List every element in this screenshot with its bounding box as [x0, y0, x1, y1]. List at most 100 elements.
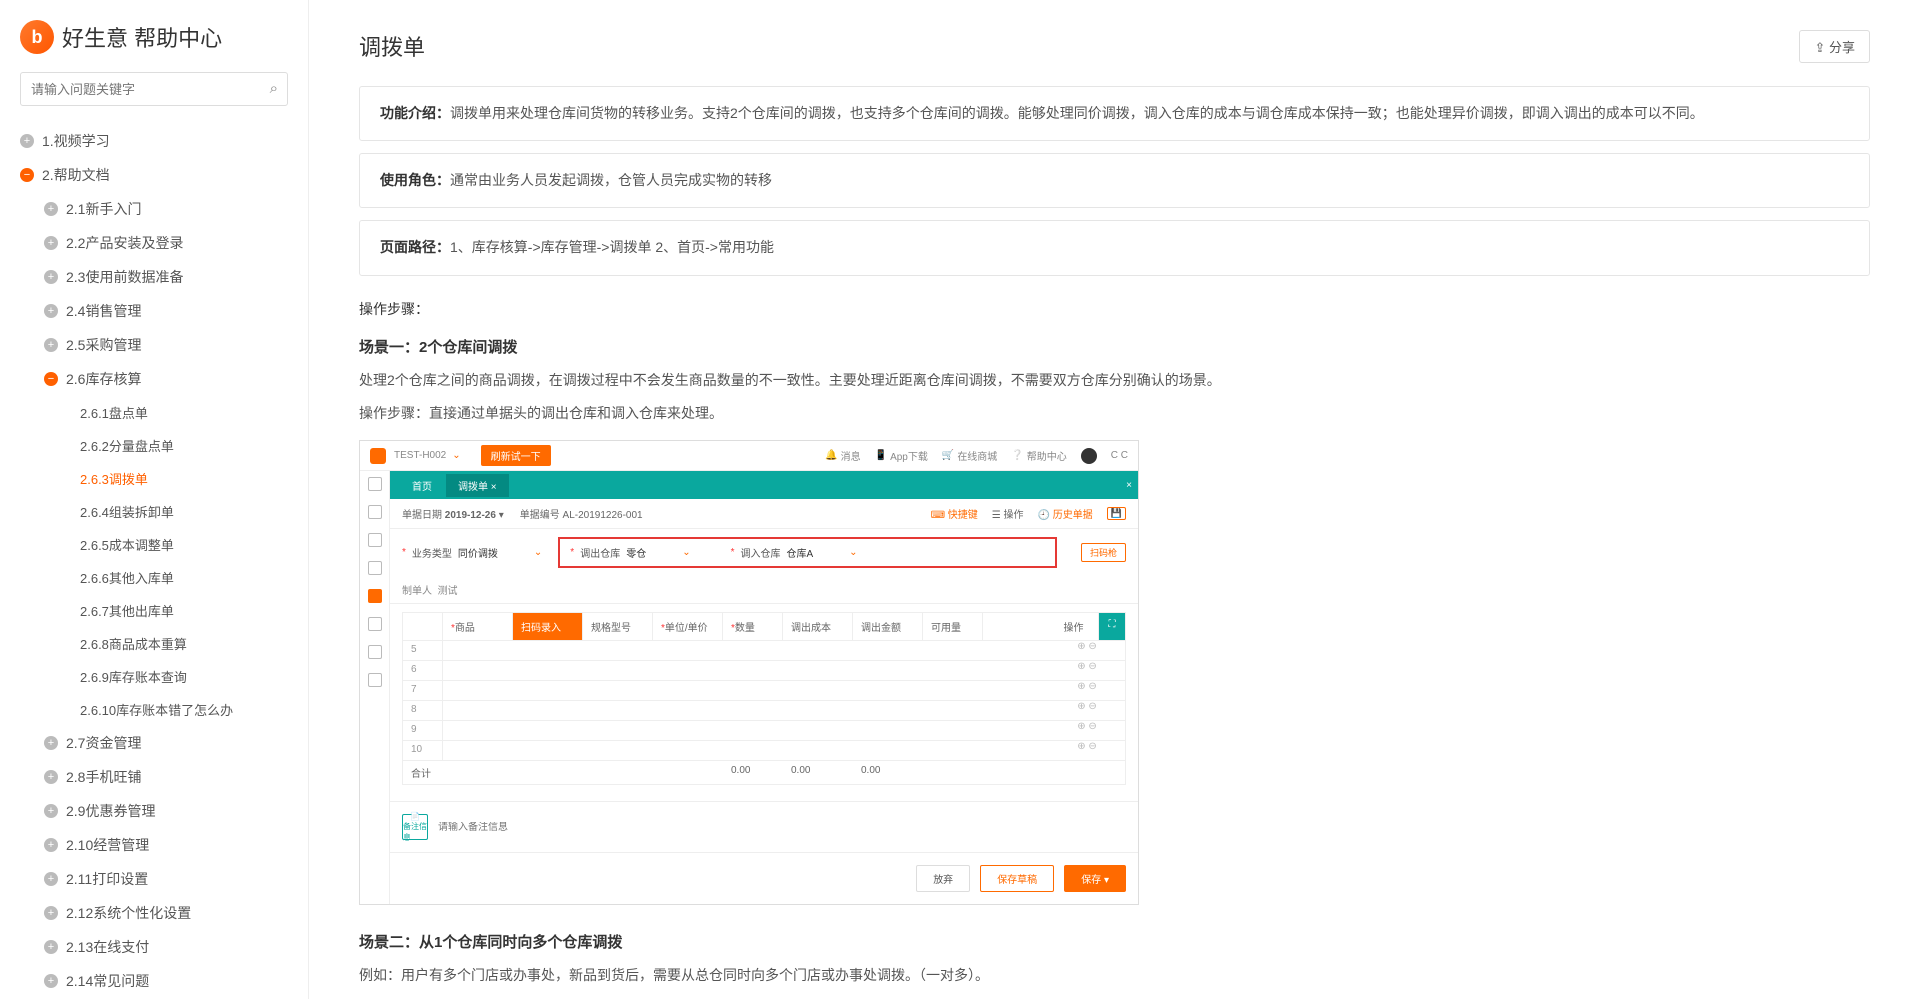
role-label: 使用角色： [380, 172, 450, 188]
nav-2-14[interactable]: +2.14常见问题 [20, 964, 288, 998]
rail-icon [368, 645, 382, 659]
mk-tenant: TEST-H002 [394, 450, 446, 461]
avatar-icon [1081, 448, 1097, 464]
steps-label: 操作步骤： [359, 296, 1870, 323]
mk-help: ❔ 帮助中心 [1011, 448, 1066, 463]
mk-footer: 放弃 保存草稿 保存 ▾ [390, 852, 1138, 904]
rail-icon [368, 673, 382, 687]
mk-refresh-button: 刷新试一下 [481, 445, 551, 466]
mk-maker-row: 制单人 测试 [390, 576, 1138, 604]
nav-2-6-10[interactable]: 2.6.10库存账本错了怎么办 [20, 693, 288, 726]
s2-steps: 操作步骤：将单据明细中的调入仓库设置为显示，同时将单据头的调入仓设置为非必录。 [359, 995, 1870, 999]
s1-steps: 操作步骤：直接通过单据头的调出仓库和调入仓库来处理。 [359, 400, 1870, 427]
s2-desc: 例如：用户有多个门店或办事处，新品到货后，需要从总仓同时向多个门店或办事处调拨。… [359, 962, 1870, 989]
brand-logo: b [20, 20, 54, 54]
mk-save-button: 保存 ▾ [1064, 865, 1126, 892]
scenario-1: 操作步骤： 场景一：2个仓库间调拨 处理2个仓库之间的商品调拨，在调拨过程中不会… [359, 296, 1870, 999]
role-box: 使用角色：通常由业务人员发起调拨，仓管人员完成实物的转移 [359, 153, 1870, 208]
rail-icon [368, 477, 382, 491]
mk-fields-row: *业务类型 同价调拨⌄ *调出仓库 零仓⌄ *调入仓库 仓库A⌄ 扫码枪 [390, 529, 1138, 576]
mk-thead: *商品 扫码录入 规格型号 *单位/单价 *数量 调出成本 调出金额 可用量 操… [402, 612, 1126, 641]
nav-2-1[interactable]: +2.1新手入门 [20, 192, 288, 226]
mk-note: 📄备注信息 [390, 801, 1138, 852]
path-box: 页面路径：1、库存核算->库存管理->调拨单 2、首页->常用功能 [359, 220, 1870, 275]
nav-video[interactable]: +1.视频学习 [20, 124, 288, 158]
mk-discard-button: 放弃 [916, 865, 970, 892]
nav-2-6-2[interactable]: 2.6.2分量盘点单 [20, 429, 288, 462]
nav-2-8[interactable]: +2.8手机旺铺 [20, 760, 288, 794]
close-icon: × [1126, 480, 1132, 491]
nav-2-2[interactable]: +2.2产品安装及登录 [20, 226, 288, 260]
nav-2-4[interactable]: +2.4销售管理 [20, 294, 288, 328]
nav-2-11[interactable]: +2.11打印设置 [20, 862, 288, 896]
nav-2-6-3[interactable]: 2.6.3调拨单 [20, 462, 288, 495]
nav-2-13[interactable]: +2.13在线支付 [20, 930, 288, 964]
mk-bar: 单据日期 2019-12-26 ▾ 单据编号 AL-20191226-001 ⌨… [390, 499, 1138, 529]
rail-icon-active [368, 589, 382, 603]
screenshot-mockup-1: TEST-H002 ⌄ 刷新试一下 🔔 消息 📱 App下载 🛒 在线商城 ❔ … [359, 440, 1139, 905]
nav-2-6-5[interactable]: 2.6.5成本调整单 [20, 528, 288, 561]
mk-tab-current: 调拨单 × [446, 474, 509, 497]
mk-scan-button: 扫码枪 [1081, 543, 1126, 562]
brand-title: 好生意 帮助中心 [62, 21, 222, 53]
rail-icon [368, 561, 382, 575]
search-box: ⌕ [20, 72, 288, 106]
mk-highlight-box: *调出仓库 零仓⌄ *调入仓库 仓库A⌄ [558, 537, 1057, 568]
path-text: 1、库存核算->库存管理->调拨单 2、首页->常用功能 [450, 239, 774, 255]
nav-2-6-7[interactable]: 2.6.7其他出库单 [20, 594, 288, 627]
intro-box: 功能介绍：调拨单用来处理仓库间货物的转移业务。支持2个仓库间的调拨，也支持多个仓… [359, 86, 1870, 141]
mk-topbar: TEST-H002 ⌄ 刷新试一下 🔔 消息 📱 App下载 🛒 在线商城 ❔ … [360, 441, 1138, 471]
nav-docs[interactable]: −2.帮助文档 [20, 158, 288, 192]
nav-2-6-6[interactable]: 2.6.6其他入库单 [20, 561, 288, 594]
nav-2-5[interactable]: +2.5采购管理 [20, 328, 288, 362]
role-text: 通常由业务人员发起调拨，仓管人员完成实物的转移 [450, 172, 772, 188]
mk-draft-button: 保存草稿 [980, 865, 1054, 892]
chevron-down-icon: ⌄ [452, 450, 460, 461]
mk-user: C C [1111, 450, 1128, 461]
mk-store: 🛒 在线商城 [942, 448, 997, 463]
mk-top-right: 🔔 消息 📱 App下载 🛒 在线商城 ❔ 帮助中心 C C [825, 448, 1128, 464]
nav-2-6-9[interactable]: 2.6.9库存账本查询 [20, 660, 288, 693]
sidebar: b 好生意 帮助中心 ⌕ +1.视频学习 −2.帮助文档 +2.1新手入门 +2… [0, 0, 309, 999]
nav-2-7[interactable]: +2.7资金管理 [20, 726, 288, 760]
nav-2-9[interactable]: +2.9优惠券管理 [20, 794, 288, 828]
rail-icon [368, 505, 382, 519]
brand-row: b 好生意 帮助中心 [0, 20, 308, 72]
mk-tabs: 首页 调拨单 × × [390, 471, 1138, 499]
main-content: ⇪ 分享 调拨单 功能介绍：调拨单用来处理仓库间货物的转移业务。支持2个仓库间的… [309, 0, 1920, 999]
rail-icon [368, 533, 382, 547]
nav-tree: +1.视频学习 −2.帮助文档 +2.1新手入门 +2.2产品安装及登录 +2.… [0, 124, 308, 999]
mk-history: 🕘 历史单据 [1038, 506, 1093, 521]
nav-2-6-8[interactable]: 2.6.8商品成本重算 [20, 627, 288, 660]
page-title: 调拨单 [359, 30, 1870, 62]
mk-tab-home: 首页 [400, 474, 444, 497]
intro-label: 功能介绍： [380, 105, 450, 121]
search-input[interactable] [20, 72, 288, 106]
note-icon: 📄备注信息 [402, 814, 428, 840]
mk-app: 📱 App下载 [875, 448, 928, 463]
mk-ops: ☰ 操作 [992, 506, 1024, 521]
intro-text: 调拨单用来处理仓库间货物的转移业务。支持2个仓库间的调拨，也支持多个仓库间的调拨… [450, 105, 1704, 121]
search-icon[interactable]: ⌕ [270, 80, 278, 97]
mk-quick: ⌨ 快捷键 [931, 506, 978, 521]
s1-desc: 处理2个仓库之间的商品调拨，在调拨过程中不会发生商品数量的不一致性。主要处理近距… [359, 367, 1870, 394]
nav-2-6-1[interactable]: 2.6.1盘点单 [20, 396, 288, 429]
mk-table: *商品 扫码录入 规格型号 *单位/单价 *数量 调出成本 调出金额 可用量 操… [390, 604, 1138, 793]
s1-title: 场景一：2个仓库间调拨 [359, 336, 1870, 357]
path-label: 页面路径： [380, 239, 450, 255]
mk-rail [360, 471, 390, 904]
share-button[interactable]: ⇪ 分享 [1799, 30, 1870, 63]
nav-2-10[interactable]: +2.10经营管理 [20, 828, 288, 862]
mk-logo-icon [370, 448, 386, 464]
s2-title: 场景二：从1个仓库同时向多个仓库调拨 [359, 931, 1870, 952]
mk-note-input [438, 822, 1126, 833]
mk-msg: 🔔 消息 [825, 448, 860, 463]
nav-2-12[interactable]: +2.12系统个性化设置 [20, 896, 288, 930]
nav-2-6[interactable]: −2.6库存核算 [20, 362, 288, 396]
save-icon: 💾 [1107, 507, 1126, 520]
nav-2-3[interactable]: +2.3使用前数据准备 [20, 260, 288, 294]
nav-2-6-4[interactable]: 2.6.4组装拆卸单 [20, 495, 288, 528]
rail-icon [368, 617, 382, 631]
expand-icon: ⛶ [1099, 613, 1125, 640]
topbar: ⇪ 分享 [1799, 30, 1870, 63]
